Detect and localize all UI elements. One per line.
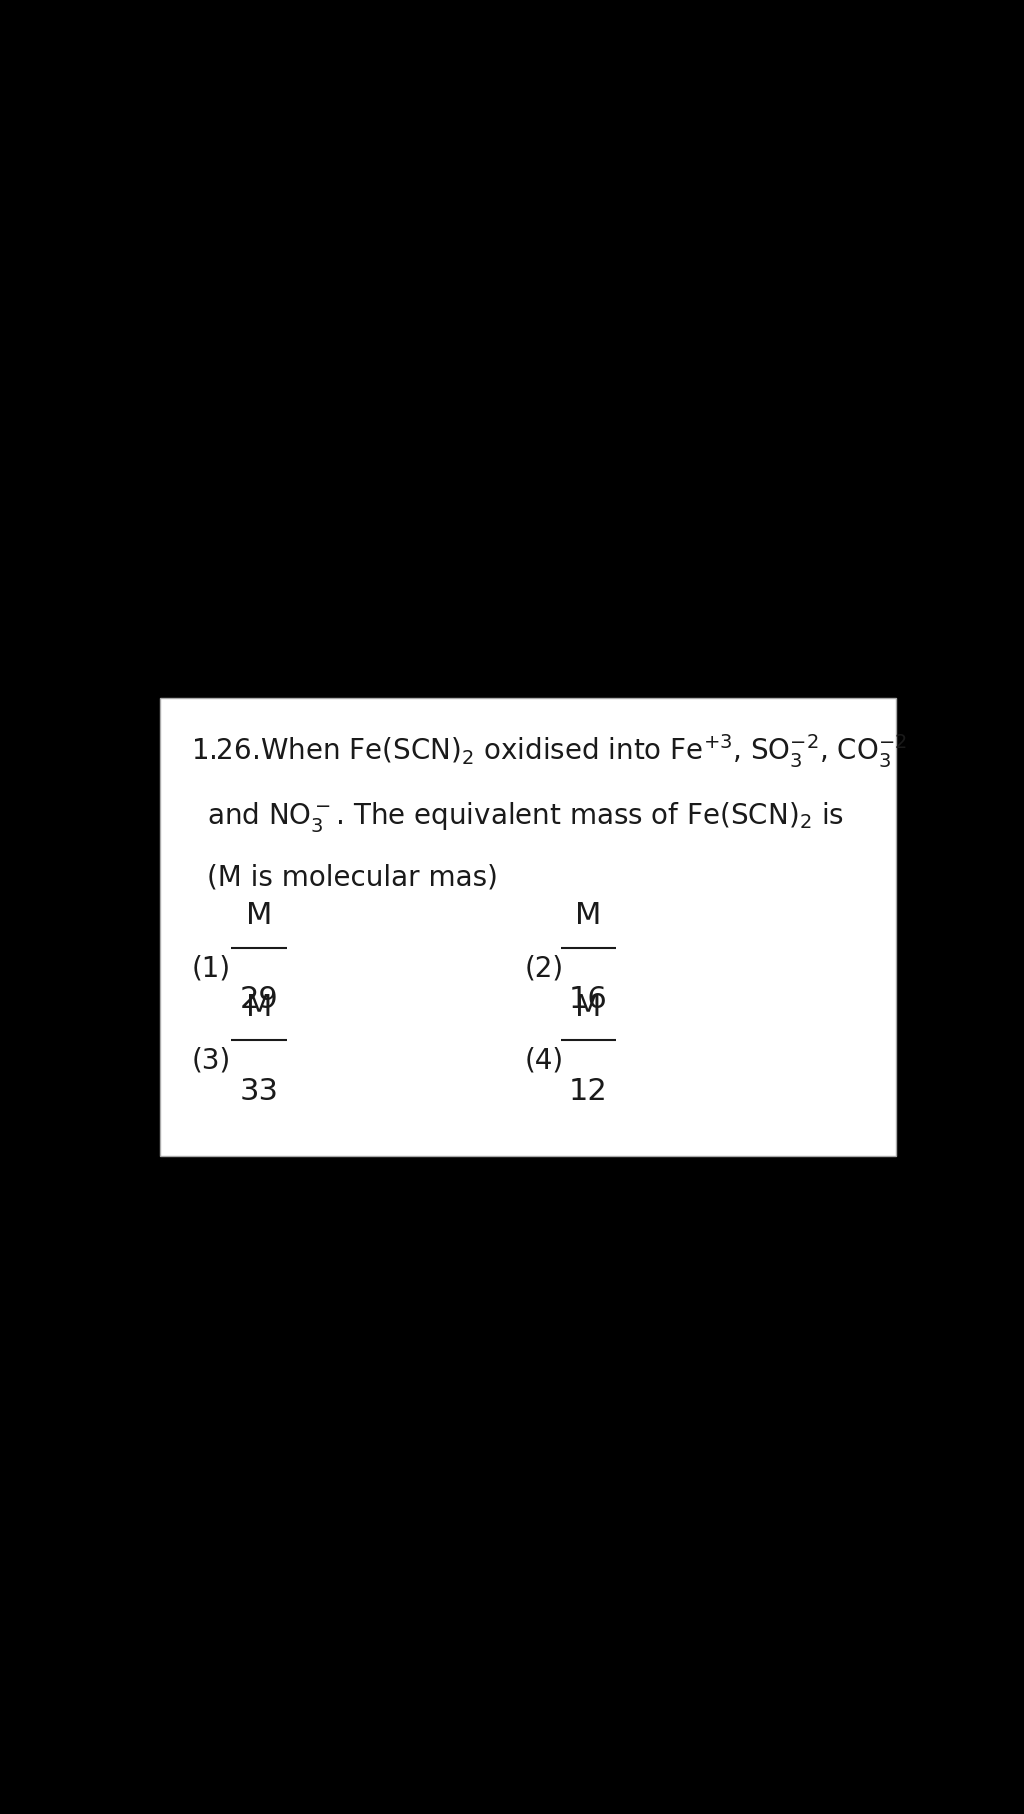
Text: 16: 16 <box>569 985 607 1014</box>
Text: 1.26.When Fe(SCN)$_2$ oxidised into Fe$^{+3}$, SO$_3^{-2}$, CO$_3^{-2}$: 1.26.When Fe(SCN)$_2$ oxidised into Fe$^… <box>191 731 907 769</box>
Text: and NO$_3^-$. The equivalent mass of Fe(SCN)$_2$ is: and NO$_3^-$. The equivalent mass of Fe(… <box>207 800 845 834</box>
Text: 33: 33 <box>240 1078 279 1107</box>
Text: M: M <box>246 992 272 1021</box>
Text: (M is molecular mas): (M is molecular mas) <box>207 863 499 891</box>
Text: 12: 12 <box>569 1078 607 1107</box>
Text: (4): (4) <box>524 1047 564 1074</box>
FancyBboxPatch shape <box>160 698 896 1156</box>
Text: (2): (2) <box>524 954 564 981</box>
Text: 29: 29 <box>240 985 279 1014</box>
Text: M: M <box>575 900 601 929</box>
Text: (3): (3) <box>191 1047 230 1074</box>
Text: (1): (1) <box>191 954 230 981</box>
Text: M: M <box>575 992 601 1021</box>
Text: M: M <box>246 900 272 929</box>
